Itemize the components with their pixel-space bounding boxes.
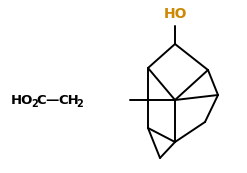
Text: C: C xyxy=(37,93,46,107)
Text: CH: CH xyxy=(58,93,79,107)
Text: —: — xyxy=(45,93,59,107)
Text: HO: HO xyxy=(163,7,187,21)
Text: 2: 2 xyxy=(32,99,38,109)
Text: HO: HO xyxy=(11,93,34,107)
Text: 2: 2 xyxy=(77,99,83,109)
